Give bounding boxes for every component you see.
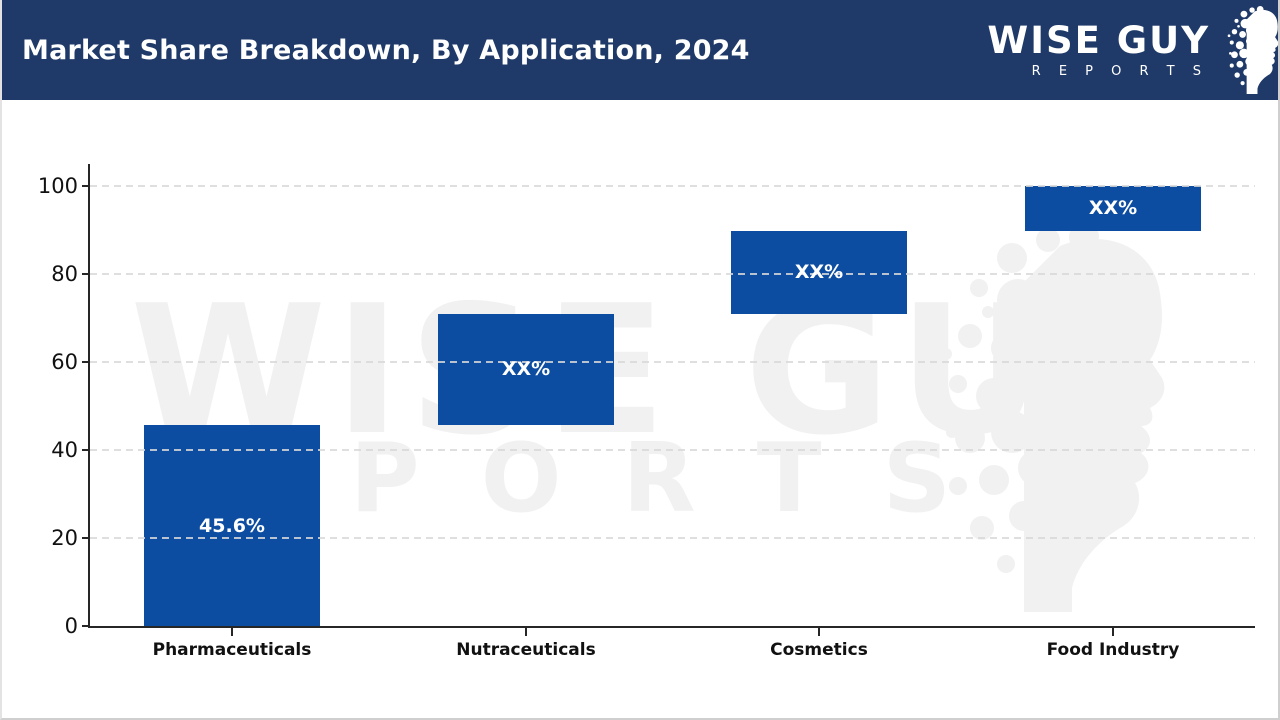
y-tick-label: 40 — [51, 438, 78, 462]
bar-pharmaceuticals — [144, 425, 320, 626]
x-axis-line — [88, 626, 1255, 628]
y-tick-mark — [82, 537, 90, 539]
bar-food-industry — [1025, 186, 1201, 231]
dotted-head-profile-icon — [1227, 6, 1278, 94]
bar-nutraceuticals — [438, 313, 614, 426]
x-tick-mark — [818, 628, 820, 636]
y-tick-label: 20 — [51, 526, 78, 550]
x-tick-mark — [1112, 628, 1114, 636]
logo-wordmark: WISE GUY — [987, 18, 1210, 62]
x-axis-label-nutraceuticals: Nutraceuticals — [456, 640, 596, 660]
bar-value-label-pharmaceuticals: 45.6% — [199, 514, 265, 537]
bar-value-label-cosmetics: XX% — [794, 261, 844, 284]
y-tick-mark — [82, 361, 90, 363]
bar-value-label-food-industry: XX% — [1088, 197, 1138, 220]
y-tick-mark — [82, 273, 90, 275]
y-tick-label: 0 — [64, 614, 78, 638]
x-axis-label-food-industry: Food Industry — [1046, 640, 1180, 660]
chart-title: Market Share Breakdown, By Application, … — [22, 34, 750, 66]
watermark-text-line2: P O R T S — [350, 424, 966, 534]
y-tick-label: 60 — [51, 350, 78, 374]
y-tick-mark — [82, 185, 90, 187]
y-axis-line — [88, 164, 90, 628]
wise-guy-reports-logo: WISE GUY R E P O R T S — [987, 0, 1278, 100]
x-axis-label-pharmaceuticals: Pharmaceuticals — [152, 640, 312, 660]
y-tick-mark — [82, 449, 90, 451]
x-axis-label-cosmetics: Cosmetics — [770, 640, 868, 660]
header-bar: Market Share Breakdown, By Application, … — [2, 0, 1278, 100]
y-tick-label: 80 — [51, 262, 78, 286]
watermark-head-icon — [940, 222, 1165, 612]
logo-text: WISE GUY R E P O R T S — [987, 22, 1210, 79]
y-tick-label: 100 — [37, 174, 78, 198]
bar-cosmetics — [731, 230, 907, 314]
bar-value-label-nutraceuticals: XX% — [501, 358, 551, 381]
y-tick-mark — [82, 625, 90, 627]
logo-reports-text: R E P O R T S — [1031, 63, 1208, 79]
x-tick-mark — [525, 628, 527, 636]
x-tick-mark — [231, 628, 233, 636]
